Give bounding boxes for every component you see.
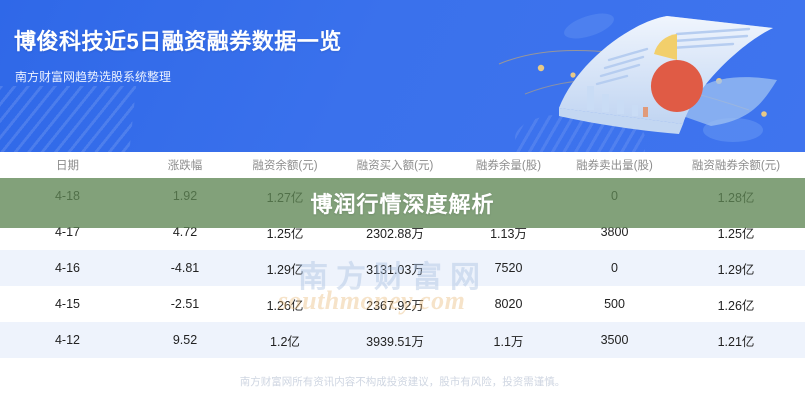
cell-change: 4.72 [172,225,198,239]
cell-securities-balance: 1.1万 [493,334,524,349]
cell-financing-purchase: 3131.03万 [366,262,424,277]
disclaimer-text: 南方财富网所有资讯内容不构成投资建议，股市有风险，投资需谨慎。 [239,375,566,388]
cell-financing-balance: 1.26亿 [266,298,304,313]
cell-securities-sold: 500 [604,297,625,311]
cell-securities-sold: 3800 [600,225,629,239]
cell-securities-sold: 3500 [600,333,629,347]
hero-banner: 博俊科技近5日融资融券数据一览 南方财富网趋势选股系统整理 [0,0,805,152]
cell-total-balance: 1.29亿 [717,262,755,277]
report-document-icon [498,13,777,142]
overlay-banner: 博润行情深度解析 [0,178,805,228]
cell-change: -4.81 [170,261,200,275]
table-row[interactable]: 4-16 -4.81 1.29亿 3131.03万 7520 0 1.29亿 [0,250,805,286]
table-row[interactable]: 4-12 9.52 1.2亿 3939.51万 1.1万 3500 1.21亿 [0,322,805,358]
column-header-financing-balance: 融资余额(元) [252,160,318,172]
column-header-securities-balance: 融券余量(股) [475,160,542,172]
cell-date: 4-16 [54,261,81,275]
cell-securities-balance: 8020 [494,297,523,311]
column-header-securities-sold: 融券卖出量(股) [576,160,653,172]
cell-financing-balance: 1.2亿 [270,334,300,349]
cell-total-balance: 1.25亿 [717,226,755,241]
table-row[interactable]: 4-15 -2.51 1.26亿 2367.92万 8020 500 1.26亿 [0,286,805,322]
cell-total-balance: 1.21亿 [717,334,755,349]
cell-date: 4-17 [54,225,81,239]
cell-financing-balance: 1.25亿 [266,226,304,241]
column-header-total-balance: 融资融券余额(元) [691,160,781,172]
cell-change: -2.51 [170,297,200,311]
cell-date: 4-12 [54,333,81,347]
cell-change: 9.52 [172,333,198,347]
cell-financing-purchase: 2302.88万 [366,226,424,241]
page-subtitle: 南方财富网趋势选股系统整理 [15,70,172,84]
hero-stripe-decoration-left [0,86,137,152]
page-title: 博俊科技近5日融资融券数据一览 [14,29,342,54]
cell-securities-balance: 1.13万 [490,226,527,241]
overlay-banner-text: 博润行情深度解析 [310,192,495,217]
cell-financing-balance: 1.29亿 [266,262,304,277]
footer: 南方财富网所有资讯内容不构成投资建议，股市有风险，投资需谨慎。 [0,362,805,400]
column-header-change: 涨跌幅 [167,160,203,172]
column-header-financing-purchase: 融资买入额(元) [356,160,434,172]
cell-financing-purchase: 2367.92万 [366,298,424,313]
cell-securities-sold: 0 [611,261,618,275]
cell-date: 4-15 [54,297,81,311]
table-header-row: 日期 涨跌幅 融资余额(元) 融资买入额(元) 融券余量(股) 融券卖出量(股)… [0,152,805,178]
cell-financing-purchase: 3939.51万 [366,334,424,349]
cell-total-balance: 1.26亿 [717,298,755,313]
cell-securities-balance: 7520 [494,261,523,275]
column-header-date: 日期 [56,160,79,172]
